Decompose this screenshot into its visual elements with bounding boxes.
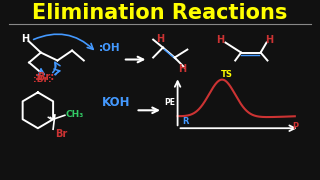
Text: CH₃: CH₃ bbox=[66, 110, 84, 119]
Text: :OH: :OH bbox=[98, 42, 120, 53]
Text: H: H bbox=[265, 35, 274, 45]
Text: Br: Br bbox=[55, 129, 67, 139]
Text: H: H bbox=[21, 34, 29, 44]
Text: R: R bbox=[182, 117, 189, 126]
Text: KOH: KOH bbox=[102, 96, 130, 109]
Text: P: P bbox=[292, 122, 298, 131]
Text: :Br:: :Br: bbox=[34, 75, 52, 84]
Text: :Br:: :Br: bbox=[35, 72, 55, 82]
Text: Elimination Reactions: Elimination Reactions bbox=[32, 3, 288, 23]
Text: PE: PE bbox=[164, 98, 176, 107]
Text: H: H bbox=[156, 34, 164, 44]
Text: H: H bbox=[179, 64, 187, 75]
Text: H: H bbox=[217, 35, 225, 45]
Text: TS: TS bbox=[221, 70, 233, 79]
